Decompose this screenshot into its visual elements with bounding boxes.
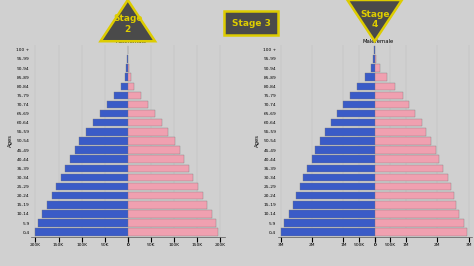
Text: Stage
2: Stage 2 (113, 14, 143, 34)
Bar (128, 183, 198, 190)
Bar (86, 128, 128, 136)
Bar (79, 137, 128, 145)
Bar (374, 228, 467, 236)
Bar (128, 165, 189, 172)
Text: Stage 3: Stage 3 (232, 19, 271, 28)
Text: Male: Male (362, 39, 374, 44)
Bar (312, 156, 374, 163)
Bar (128, 146, 180, 154)
Bar (127, 64, 128, 72)
Bar (374, 128, 426, 136)
Bar (374, 137, 431, 145)
Bar (128, 119, 162, 126)
Bar (281, 228, 374, 236)
Bar (100, 110, 128, 117)
Bar (307, 165, 374, 172)
Bar (114, 92, 128, 99)
Bar (374, 183, 451, 190)
Bar (121, 82, 128, 90)
Bar (61, 174, 128, 181)
Bar (357, 82, 374, 90)
Bar (125, 73, 128, 81)
Bar (65, 165, 128, 172)
Bar (128, 137, 175, 145)
Bar (374, 219, 464, 227)
Bar (128, 210, 212, 218)
Bar (128, 128, 168, 136)
Bar (374, 55, 376, 63)
Bar (38, 219, 128, 227)
Bar (374, 156, 439, 163)
Y-axis label: Ages: Ages (9, 135, 13, 147)
Bar (128, 156, 184, 163)
Bar (128, 192, 202, 200)
Bar (128, 201, 207, 209)
Bar (52, 192, 128, 200)
Bar (374, 101, 409, 108)
Text: Stage
4: Stage 4 (360, 10, 390, 30)
Bar (303, 174, 374, 181)
Bar (374, 210, 459, 218)
Bar (374, 192, 455, 200)
Bar (128, 101, 147, 108)
Text: Male: Male (115, 39, 128, 44)
Bar (374, 92, 403, 99)
Bar (331, 119, 374, 126)
Bar (374, 82, 395, 90)
Bar (128, 174, 193, 181)
Bar (371, 64, 374, 72)
Bar (374, 165, 444, 172)
Bar (320, 137, 374, 145)
Bar (374, 73, 386, 81)
Bar (374, 174, 448, 181)
Text: Female: Female (128, 39, 147, 44)
Bar (337, 110, 374, 117)
Bar (42, 210, 128, 218)
Bar (128, 82, 134, 90)
Bar (56, 183, 128, 190)
Bar (128, 219, 216, 227)
Y-axis label: Ages: Ages (255, 135, 260, 147)
Bar (374, 146, 436, 154)
Bar (300, 183, 374, 190)
Bar (107, 101, 128, 108)
Bar (93, 119, 128, 126)
Bar (374, 110, 415, 117)
Bar (350, 92, 374, 99)
Bar (293, 201, 374, 209)
Bar (325, 128, 374, 136)
Bar (343, 101, 374, 108)
Bar (315, 146, 374, 154)
Bar (128, 92, 141, 99)
Text: Female: Female (374, 39, 394, 44)
Bar (365, 73, 374, 81)
Bar (128, 73, 130, 81)
Bar (289, 210, 374, 218)
Bar (374, 201, 456, 209)
Bar (47, 201, 128, 209)
Bar (374, 64, 380, 72)
Bar (284, 219, 374, 227)
Bar (128, 64, 129, 72)
Bar (128, 110, 155, 117)
Bar (128, 228, 218, 236)
Bar (75, 146, 128, 154)
Bar (36, 228, 128, 236)
Bar (296, 192, 374, 200)
Bar (374, 119, 421, 126)
Bar (70, 156, 128, 163)
